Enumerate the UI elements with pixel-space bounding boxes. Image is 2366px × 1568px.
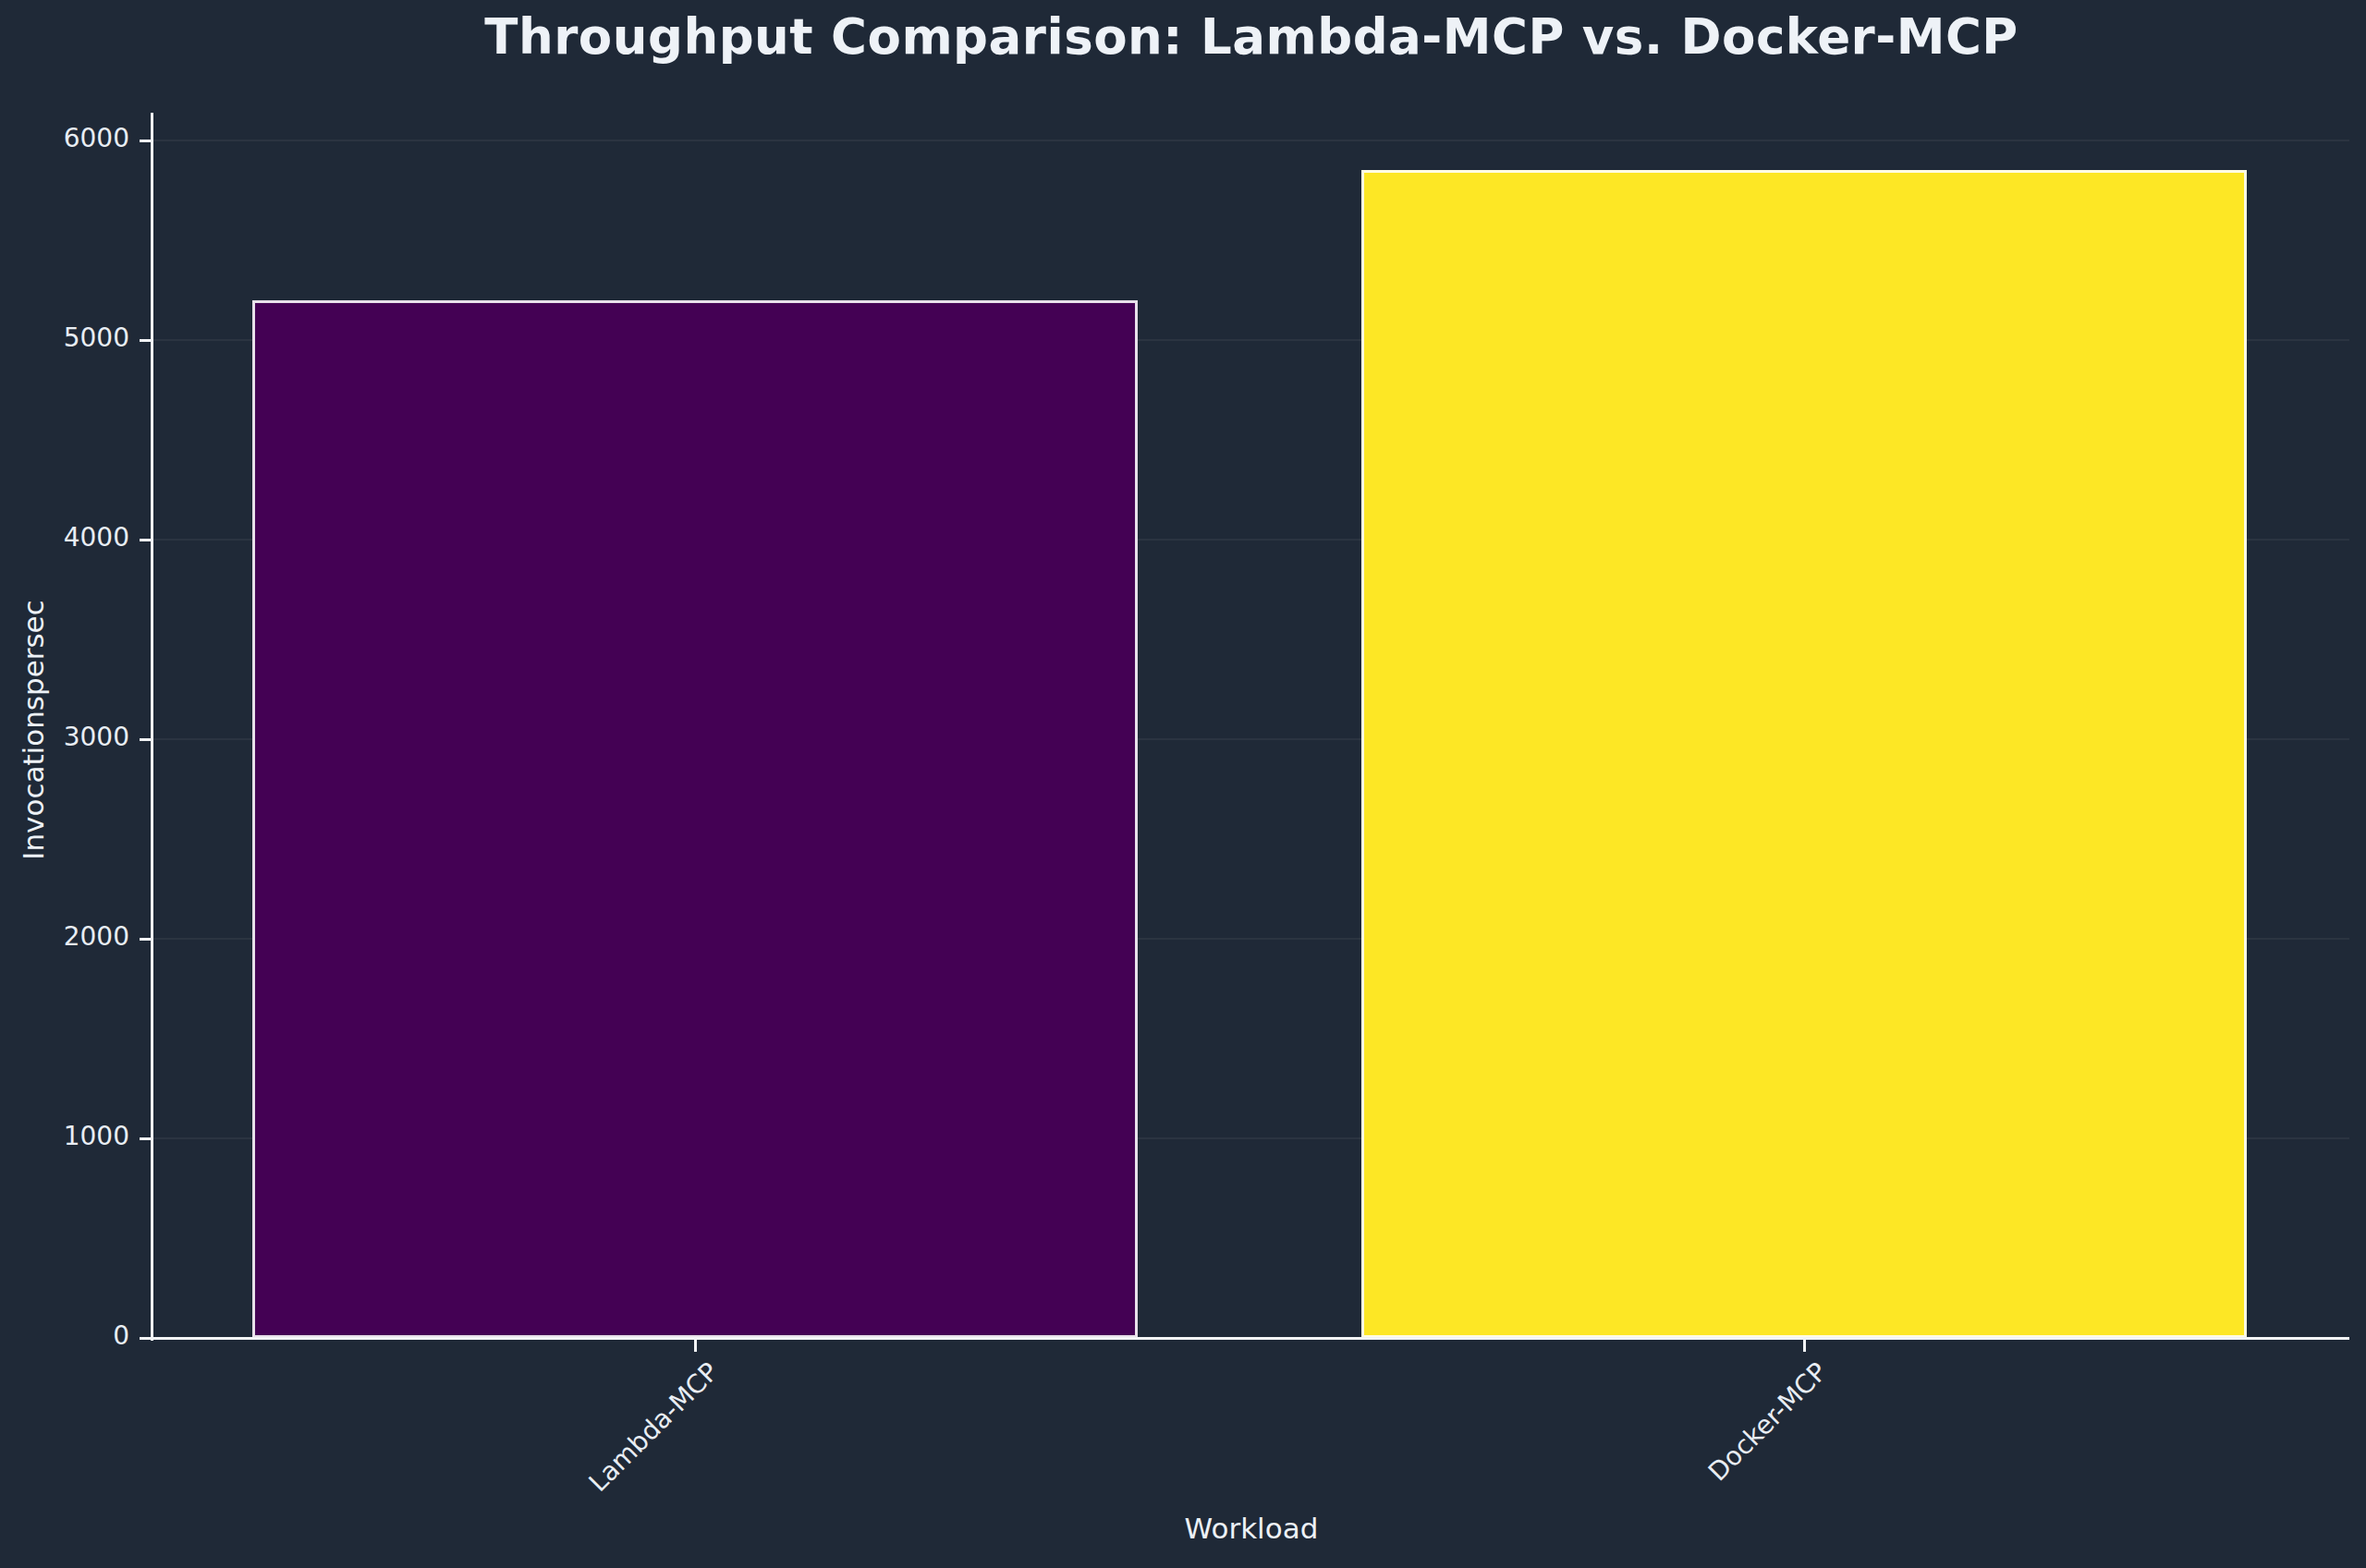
y-tick [140, 738, 152, 741]
x-axis-line [151, 1337, 2349, 1340]
plot-area [153, 113, 2349, 1338]
y-axis-line [151, 113, 153, 1341]
x-tick-label-docker-mcp: Docker-MCP [1702, 1356, 1833, 1487]
chart-title: Throughput Comparison: Lambda-MCP vs. Do… [153, 7, 2349, 67]
y-tick [140, 539, 152, 541]
x-tick-label-lambda-mcp: Lambda-MCP [582, 1356, 724, 1498]
bar-docker-mcp [1361, 170, 2247, 1338]
x-tick [1803, 1340, 1806, 1352]
y-tick [140, 140, 152, 142]
y-tick-label: 5000 [18, 322, 129, 353]
y-tick-label: 0 [18, 1320, 129, 1351]
y-axis-title: Invocationspersec [17, 600, 50, 859]
y-tick [140, 1137, 152, 1140]
y-tick-label: 4000 [18, 522, 129, 553]
y-tick-label: 6000 [18, 123, 129, 153]
y-tick [140, 1337, 152, 1340]
gridline [153, 140, 2349, 141]
x-axis-title: Workload [153, 1512, 2349, 1545]
y-tick [140, 938, 152, 941]
bar-lambda-mcp [252, 300, 1138, 1338]
bar-chart-figure: Throughput Comparison: Lambda-MCP vs. Do… [0, 0, 2366, 1568]
y-tick-label: 2000 [18, 921, 129, 952]
y-tick-label: 1000 [18, 1121, 129, 1151]
x-tick [694, 1340, 697, 1352]
y-tick [140, 339, 152, 342]
